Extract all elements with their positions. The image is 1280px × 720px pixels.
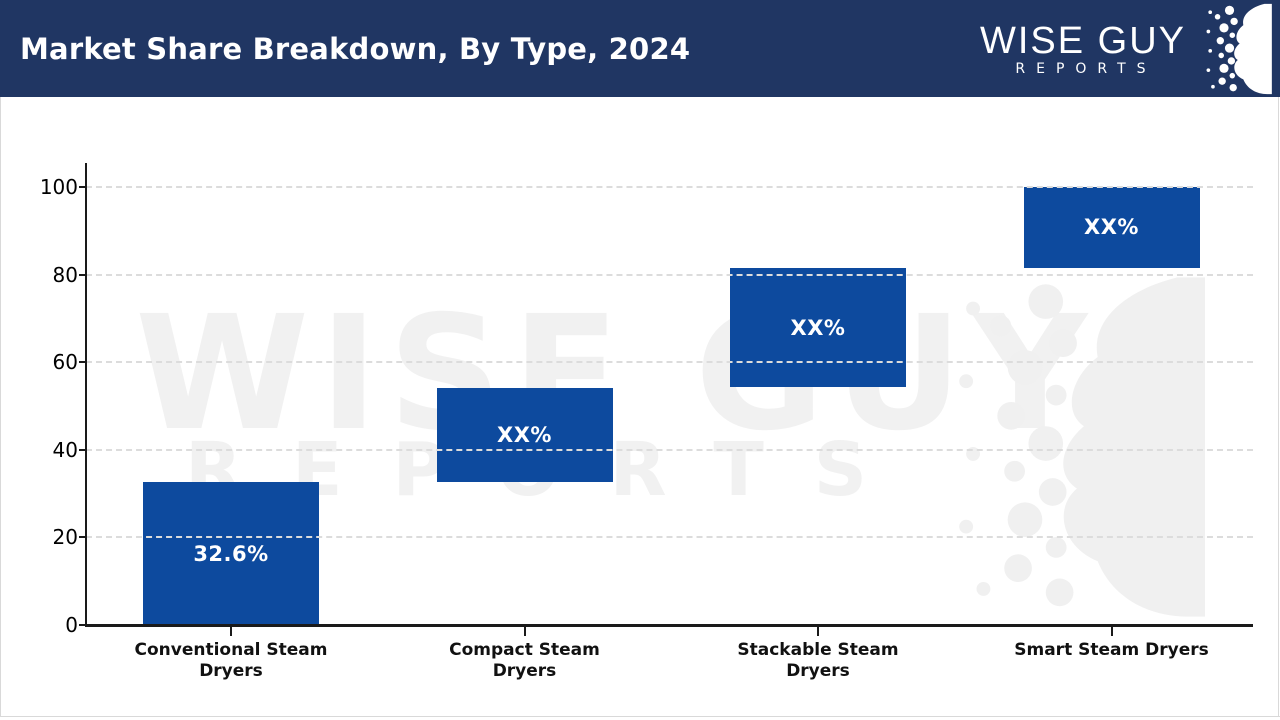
x-axis-tick-mark xyxy=(230,627,232,636)
y-axis-tick-mark xyxy=(79,186,86,188)
y-axis-line xyxy=(85,163,87,627)
category-label-compact-steam-dryers: Compact Steam Dryers xyxy=(449,640,600,681)
bar-stackable-steam-dryers[interactable]: XX% xyxy=(730,268,906,387)
x-axis-tick-mark xyxy=(817,627,819,636)
category-label-conventional-steam-dryers: Conventional Steam Dryers xyxy=(134,640,328,681)
brand-logo: WISE GUY REPORTS xyxy=(980,0,1280,97)
y-axis-tick-label: 100 xyxy=(39,175,78,199)
logo-head-icon xyxy=(1206,3,1272,94)
gridline-80 xyxy=(86,273,1253,276)
y-axis-tick-label: 0 xyxy=(65,613,78,637)
page-border-left xyxy=(0,97,1,717)
category-label-smart-steam-dryers: Smart Steam Dryers xyxy=(1014,640,1209,660)
y-axis-tick-mark xyxy=(79,273,86,276)
bar-compact-steam-dryers[interactable]: XX% xyxy=(436,387,613,483)
bar-value-label: XX% xyxy=(790,315,846,340)
x-axis-tick-mark xyxy=(523,627,526,636)
y-axis-tick-label: 60 xyxy=(52,350,78,375)
gridline-100 xyxy=(86,186,1253,188)
bar-conventional-steam-dryers[interactable]: 32.6% xyxy=(143,482,319,625)
logo-wordmark: WISE GUY REPORTS xyxy=(980,20,1186,77)
y-axis-tick-label: 40 xyxy=(52,437,78,462)
x-axis-tick-mark xyxy=(1110,627,1113,636)
y-axis-tick-label: 20 xyxy=(52,525,78,550)
y-axis-tick-mark xyxy=(79,361,86,364)
header: Market Share Breakdown, By Type, 2024 WI… xyxy=(0,0,1280,97)
logo-wordmark-main: WISE GUY xyxy=(979,20,1186,62)
page-border-bottom xyxy=(0,716,1280,717)
y-axis-tick-mark xyxy=(79,536,86,539)
bar-smart-steam-dryers[interactable]: XX% xyxy=(1023,187,1200,268)
y-axis-tick-mark xyxy=(79,448,86,451)
page-title: Market Share Breakdown, By Type, 2024 xyxy=(20,31,691,66)
x-axis-line xyxy=(85,624,1253,627)
logo-wordmark-sub: REPORTS xyxy=(1015,61,1157,77)
bar-value-label: 32.6% xyxy=(193,541,269,566)
page-border-right xyxy=(1278,97,1279,717)
gridline-20 xyxy=(86,536,1253,539)
y-axis-tick-label: 80 xyxy=(52,262,78,287)
gridline-40 xyxy=(86,448,1253,451)
gridline-60 xyxy=(86,361,1253,364)
y-axis-tick-mark xyxy=(79,624,86,626)
category-label-stackable-steam-dryers: Stackable Steam Dryers xyxy=(737,640,899,681)
bar-value-label: XX% xyxy=(497,422,552,447)
bar-value-label: XX% xyxy=(1084,215,1139,240)
